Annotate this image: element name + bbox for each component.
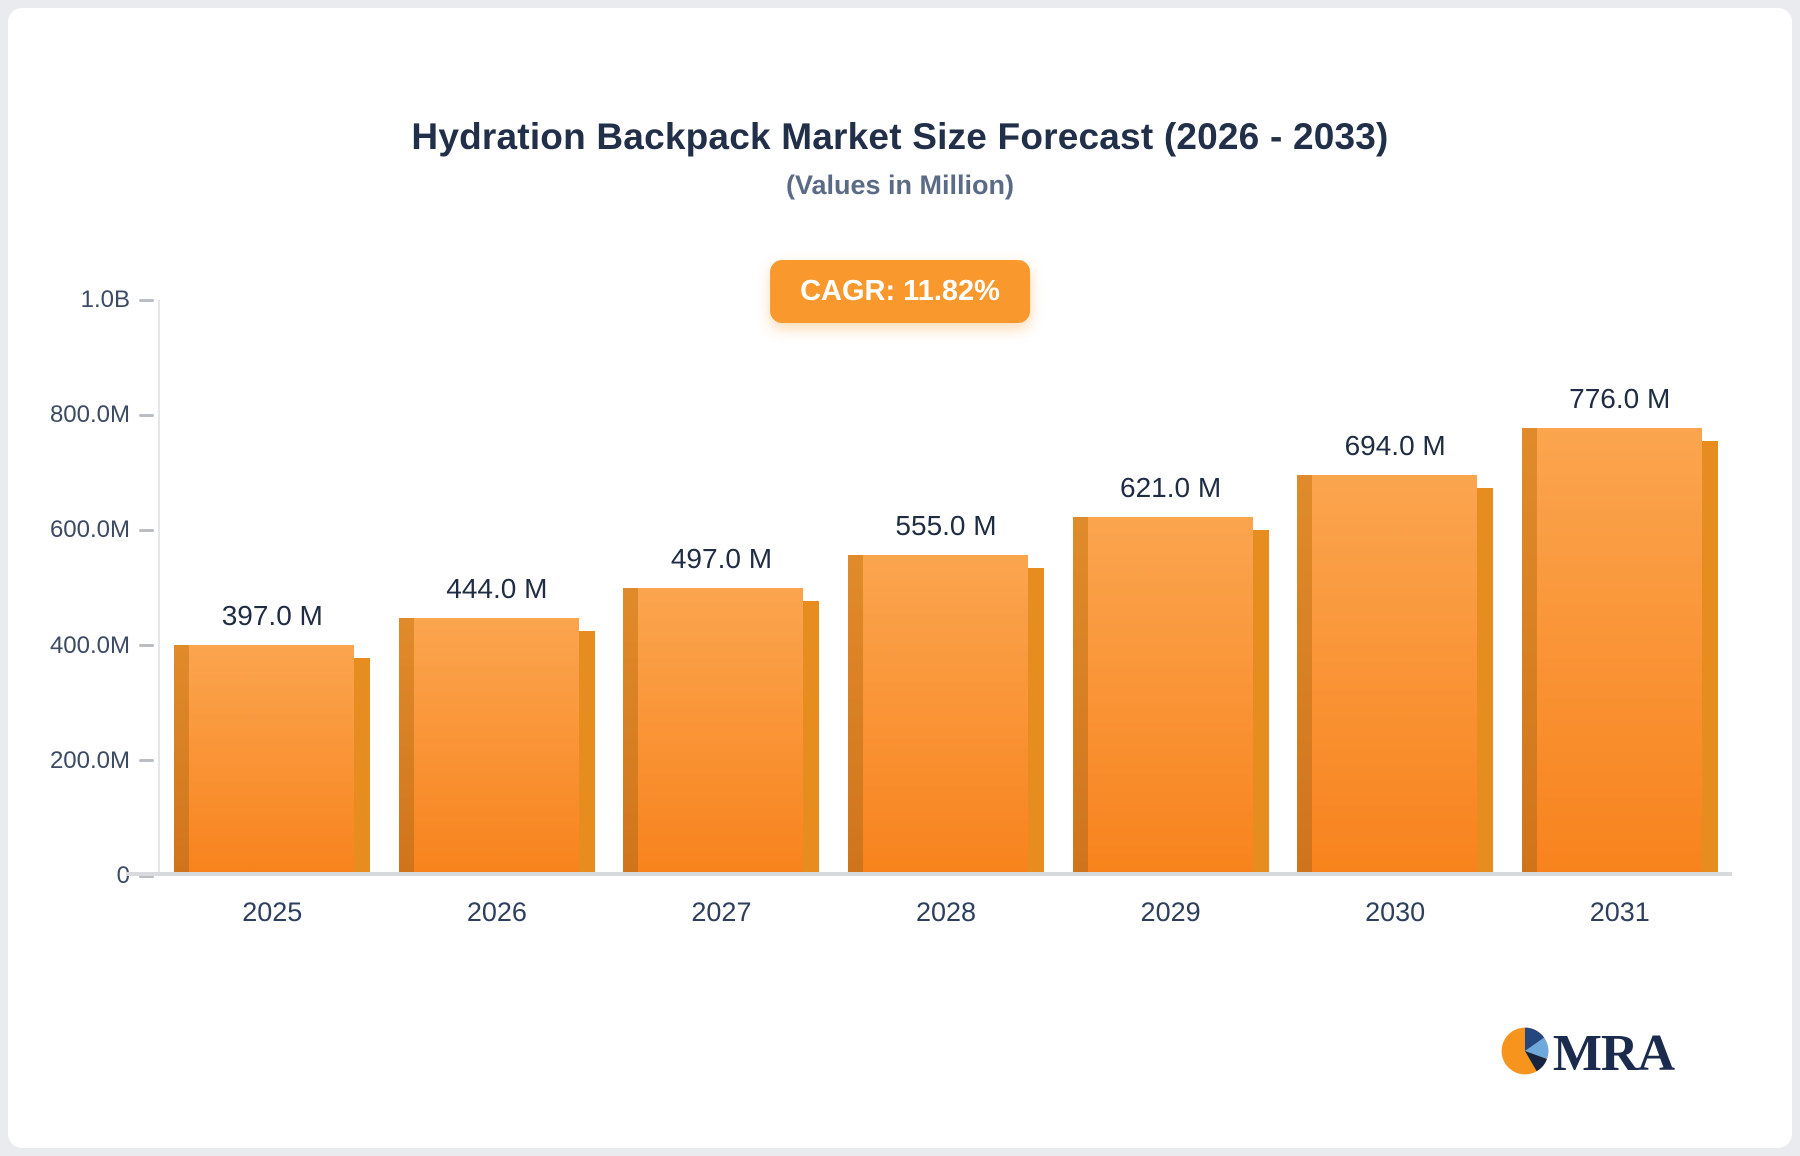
bar-left-face — [1521, 428, 1537, 872]
bar-left-face — [1297, 475, 1313, 872]
plot-area: 397.0 M 2025 444.0 M 2026 497.0 M 2027 555.0 M… — [126, 300, 1732, 927]
y-tick-label: 0 — [116, 862, 130, 889]
bar-value-label: 497.0 M — [670, 542, 773, 574]
bar-column: 555.0 M 2028 — [834, 300, 1059, 927]
bar-right-face — [1701, 441, 1718, 872]
bar-left-face — [848, 554, 864, 872]
bar-front-face — [189, 644, 355, 872]
chart-subtitle: (Values in Million) — [785, 170, 1015, 200]
y-tick-mark — [139, 759, 154, 763]
bar-right-face — [803, 600, 820, 872]
y-tick-label: 400.0M — [49, 631, 130, 659]
bar-value-label: 397.0 M — [221, 599, 323, 631]
bar-value-label: 694.0 M — [1344, 430, 1446, 462]
y-tick-mark — [139, 298, 154, 302]
x-axis-label: 2027 — [691, 897, 752, 927]
bar-left-face — [1072, 516, 1088, 872]
y-tick: 1.0B — [81, 286, 154, 314]
x-axis-label: 2028 — [915, 897, 977, 927]
y-tick: 800.0M — [50, 401, 154, 429]
bar-front-face — [863, 554, 1029, 872]
y-tick: 200.0M — [50, 747, 154, 775]
bar-column: 497.0 M 2027 — [609, 300, 834, 927]
bar: 444.0 M — [398, 573, 595, 872]
bar-value-label: 444.0 M — [446, 573, 548, 605]
x-axis-label: 2029 — [1140, 897, 1201, 927]
bar: 694.0 M — [1297, 430, 1494, 872]
bar: 555.0 M — [848, 510, 1045, 872]
y-tick-label: 200.0M — [49, 746, 130, 774]
chart-title: Hydration Backpack Market Size Forecast … — [411, 116, 1389, 157]
brand-logo: MRA — [1499, 1024, 1675, 1082]
bar-right-face — [354, 657, 371, 872]
bar-front-face — [1312, 475, 1478, 872]
bar-value-label: 621.0 M — [1120, 471, 1222, 503]
bar-front-face — [1087, 516, 1253, 872]
bar-left-face — [398, 618, 414, 872]
chart-card: Hydration Backpack Market Size Forecast … — [8, 8, 1792, 1148]
bar-column: 444.0 M 2026 — [385, 300, 610, 927]
x-axis-label: 2031 — [1589, 897, 1650, 927]
y-tick: 0 — [117, 862, 154, 890]
bar-column: 776.0 M 2031 — [1507, 300, 1732, 927]
bar-front-face — [413, 618, 579, 872]
bar-column: 397.0 M 2025 — [160, 300, 385, 927]
pie-chart-icon — [1499, 1025, 1551, 1082]
y-tick-mark — [139, 644, 154, 648]
y-tick-mark — [139, 413, 154, 417]
bar: 776.0 M — [1521, 383, 1718, 872]
chart-region: 397.0 M 2025 444.0 M 2026 497.0 M 2027 555.0 M… — [126, 300, 1732, 927]
x-axis-label: 2026 — [466, 897, 527, 927]
y-tick: 600.0M — [50, 516, 154, 544]
x-axis-label: 2030 — [1365, 897, 1426, 927]
bar-right-face — [1477, 488, 1494, 872]
bar-left-face — [174, 644, 190, 872]
bar: 621.0 M — [1072, 472, 1269, 872]
y-tick-label: 800.0M — [49, 401, 130, 429]
logo-text: MRA — [1552, 1024, 1675, 1082]
y-tick: 400.0M — [50, 632, 154, 660]
bar: 397.0 M — [174, 600, 371, 872]
bar-left-face — [623, 587, 639, 872]
bar-right-face — [1252, 529, 1269, 872]
bar-right-face — [578, 631, 595, 872]
y-tick-label: 600.0M — [49, 516, 130, 544]
bar: 497.0 M — [623, 543, 820, 872]
cagr-badge: CAGR: 11.82% — [770, 260, 1030, 323]
bar-right-face — [1028, 567, 1045, 872]
bar-value-label: 555.0 M — [895, 509, 997, 541]
y-tick-mark — [139, 528, 154, 532]
y-tick-mark — [139, 874, 154, 878]
bar-front-face — [638, 587, 804, 872]
bar-front-face — [1536, 428, 1702, 872]
y-axis: 1.0B 800.0M 600.0M 400.0M 200.0M 0 — [8, 286, 154, 889]
y-tick-label: 1.0B — [80, 286, 130, 313]
bar-column: 694.0 M 2030 — [1283, 300, 1508, 927]
bar-value-label: 776.0 M — [1569, 383, 1671, 415]
x-axis-label: 2025 — [242, 897, 303, 927]
bar-column: 621.0 M 2029 — [1058, 300, 1283, 927]
